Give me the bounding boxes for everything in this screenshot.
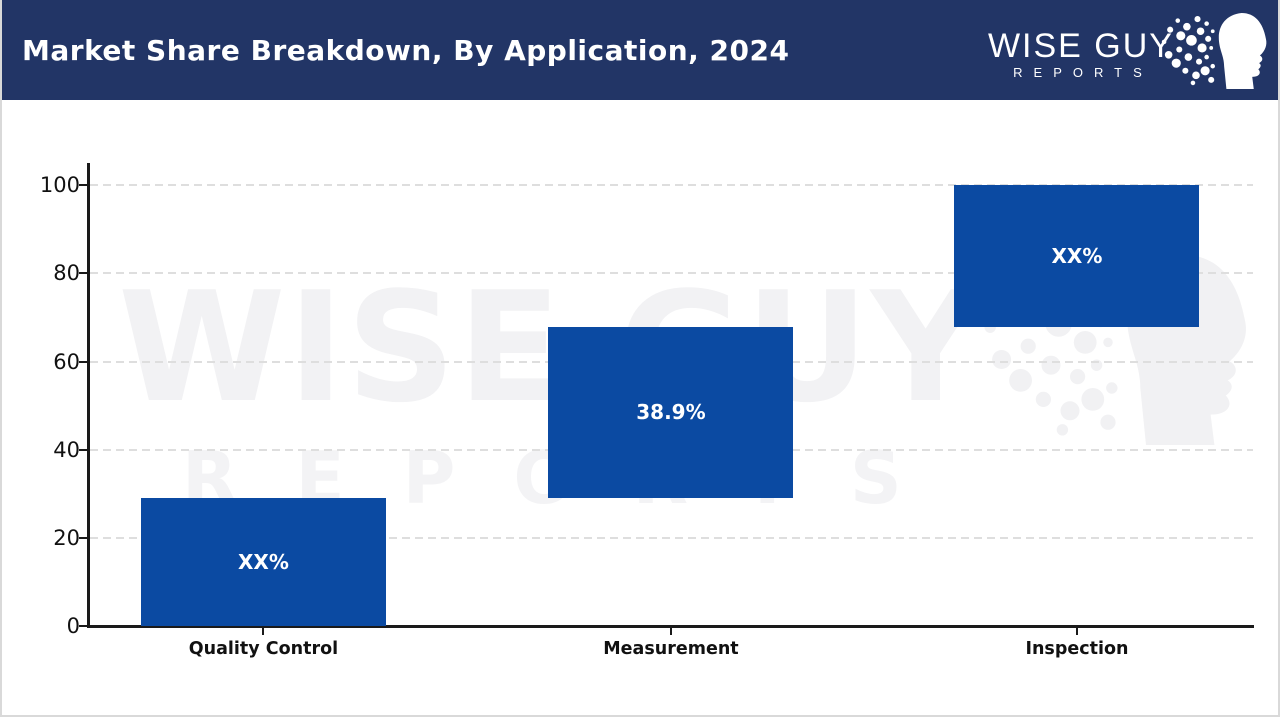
y-tick-label: 20 bbox=[53, 525, 80, 550]
bar-value-label: 38.9% bbox=[636, 400, 706, 425]
y-tick-label: 100 bbox=[39, 173, 80, 198]
y-tick-mark bbox=[79, 536, 87, 539]
bar-measurement bbox=[548, 326, 794, 499]
y-axis-line bbox=[87, 163, 90, 627]
logo-head-icon bbox=[1161, 13, 1267, 89]
gridline-100 bbox=[90, 184, 1253, 187]
y-tick-mark bbox=[79, 184, 87, 187]
gridline-80 bbox=[90, 272, 1253, 275]
x-category-label: Quality Control bbox=[188, 639, 339, 659]
y-tick-mark bbox=[79, 272, 87, 275]
bar-inspection bbox=[954, 185, 1200, 327]
x-category-label: Inspection bbox=[1025, 639, 1129, 659]
y-tick-mark bbox=[79, 448, 87, 451]
bar-value-label: XX% bbox=[237, 550, 289, 575]
logo-subtext: REPORTS bbox=[1013, 65, 1153, 80]
x-tick-mark bbox=[262, 627, 265, 635]
header: Market Share Breakdown, By Application, … bbox=[0, 0, 1280, 100]
y-tick-label: 80 bbox=[53, 261, 80, 286]
logo-wordmark: WISE GUY bbox=[987, 27, 1174, 65]
bar-quality-control bbox=[140, 498, 386, 626]
y-tick-label: 60 bbox=[53, 349, 80, 374]
gridline-20 bbox=[90, 536, 1253, 539]
y-tick-label: 0 bbox=[66, 614, 80, 638]
y-tick-mark bbox=[79, 625, 87, 627]
bar-value-label: XX% bbox=[1051, 243, 1103, 268]
logo-text: WISE GUY REPORTS bbox=[988, 29, 1174, 79]
brand-logo: WISE GUY REPORTS bbox=[988, 6, 1272, 96]
x-tick-mark bbox=[1075, 627, 1078, 635]
x-tick-mark bbox=[669, 627, 672, 635]
chart-title: Market Share Breakdown, By Application, … bbox=[22, 33, 790, 67]
x-category-label: Measurement bbox=[603, 639, 739, 659]
x-axis-line bbox=[87, 625, 1254, 628]
y-tick-mark bbox=[79, 360, 87, 363]
y-tick-label: 40 bbox=[53, 437, 80, 462]
